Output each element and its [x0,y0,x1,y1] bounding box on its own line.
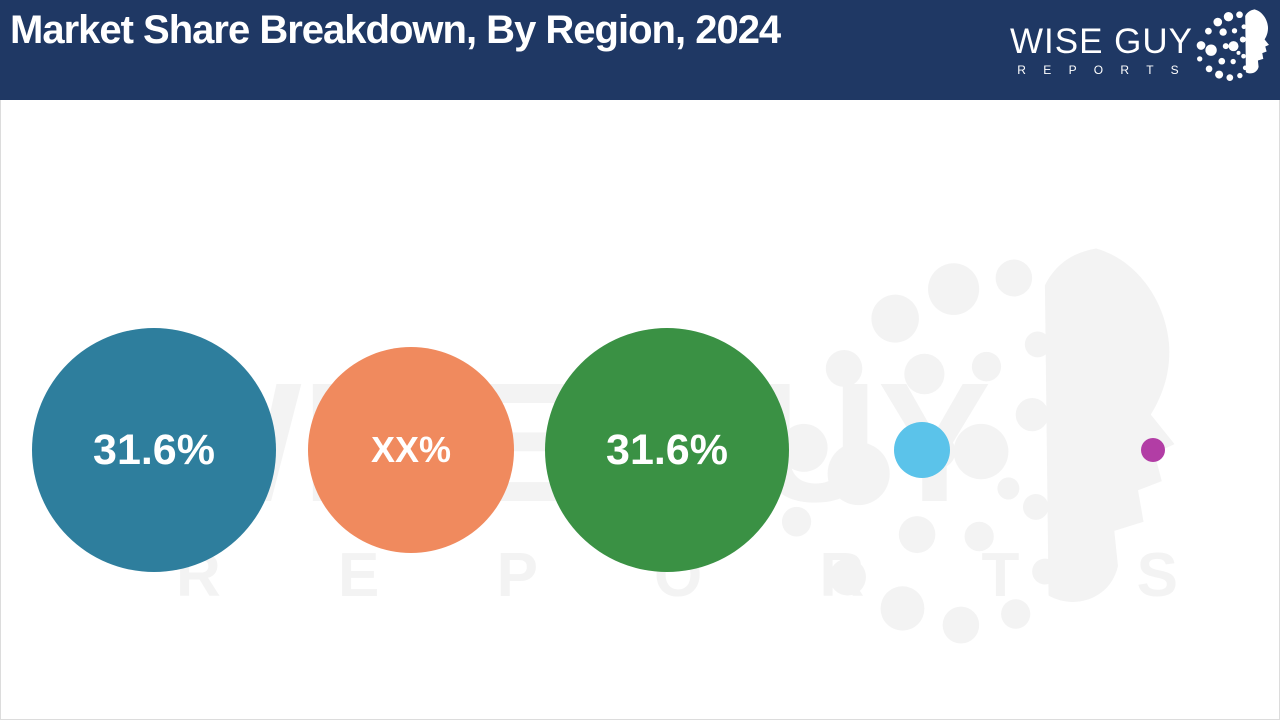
bubble-north-america: 31.6% [32,328,276,572]
page-title: Market Share Breakdown, By Region, 2024 [10,8,781,52]
logo-wordmark-line2: R E P O R T S [1017,63,1186,77]
bubble-mea [1141,438,1165,462]
dotted-head-profile-icon [1195,6,1272,93]
bubble-chart: WISE GUY R E P O R T S 31.6%North Americ… [0,100,1280,720]
header-bar: Market Share Breakdown, By Region, 2024 … [0,0,1280,100]
logo-wordmark: WISE GUY R E P O R T S [1010,22,1193,77]
bubble-apac: 31.6% [545,328,789,572]
bubble-europe: XX% [308,347,514,553]
logo-wordmark-line1: WISE GUY [1009,22,1193,61]
bubble-value-label-apac: 31.6% [606,425,728,474]
bubble-south-america [894,422,950,478]
watermark-dotted-head-profile [771,230,1191,715]
bubble-value-label-europe: XX% [370,429,452,470]
bubble-value-label-north-america: 31.6% [93,425,215,474]
wise-guy-reports-logo: WISE GUY R E P O R T S [1010,6,1272,93]
